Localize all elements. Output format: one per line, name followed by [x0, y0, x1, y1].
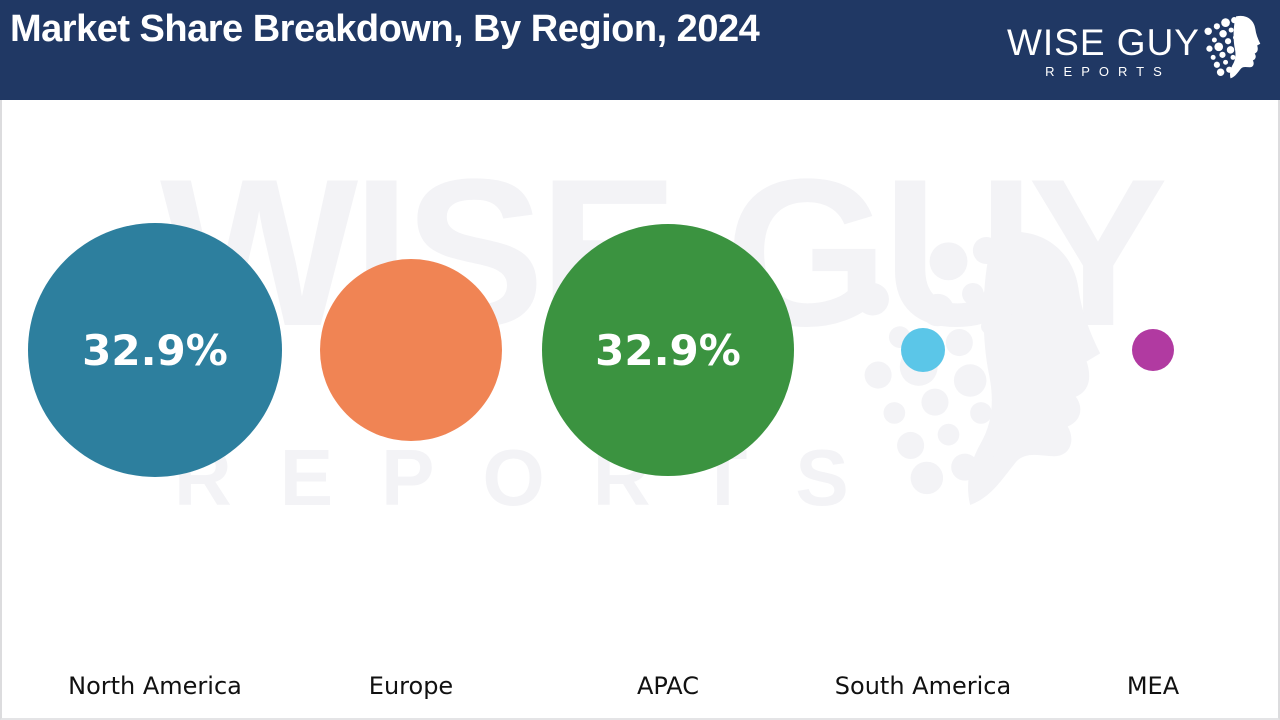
bubble-europe: [320, 259, 502, 441]
bubble-south-america: [901, 328, 945, 372]
watermark-face-icon: [856, 231, 1101, 506]
bubble-apac: 32.9%: [542, 224, 794, 476]
category-label-north-america: North America: [68, 672, 242, 700]
bubble-plot: 32.9% North America Europe 32.9% APAC South A…: [2, 100, 1278, 718]
header-bar: Market Share Breakdown, By Region, 2024 …: [0, 0, 1280, 100]
logo-subtext: REPORTS: [1045, 64, 1171, 79]
logo-face-icon: [1204, 15, 1261, 79]
category-label-south-america: South America: [834, 672, 1012, 700]
category-label-europe: Europe: [368, 672, 454, 700]
chart-area: WISE GUY REPORTS 32.9% North America Europ…: [0, 100, 1280, 720]
category-label-apac: APAC: [636, 672, 700, 700]
bubble-mea: [1132, 329, 1174, 371]
category-label-mea: MEA: [1126, 672, 1180, 700]
bubble-value-label-north-america: 32.9%: [82, 325, 228, 375]
logo-text: WISE GUY REPORTS: [1007, 24, 1200, 79]
bubble-north-america: 32.9%: [28, 223, 282, 477]
logo-wordmark: WISE GUY: [1006, 22, 1200, 63]
bubble-value-label-apac: 32.9%: [595, 325, 741, 375]
wiseguy-logo: WISE GUY REPORTS: [1007, 12, 1264, 94]
page-title: Market Share Breakdown, By Region, 2024: [10, 8, 760, 50]
